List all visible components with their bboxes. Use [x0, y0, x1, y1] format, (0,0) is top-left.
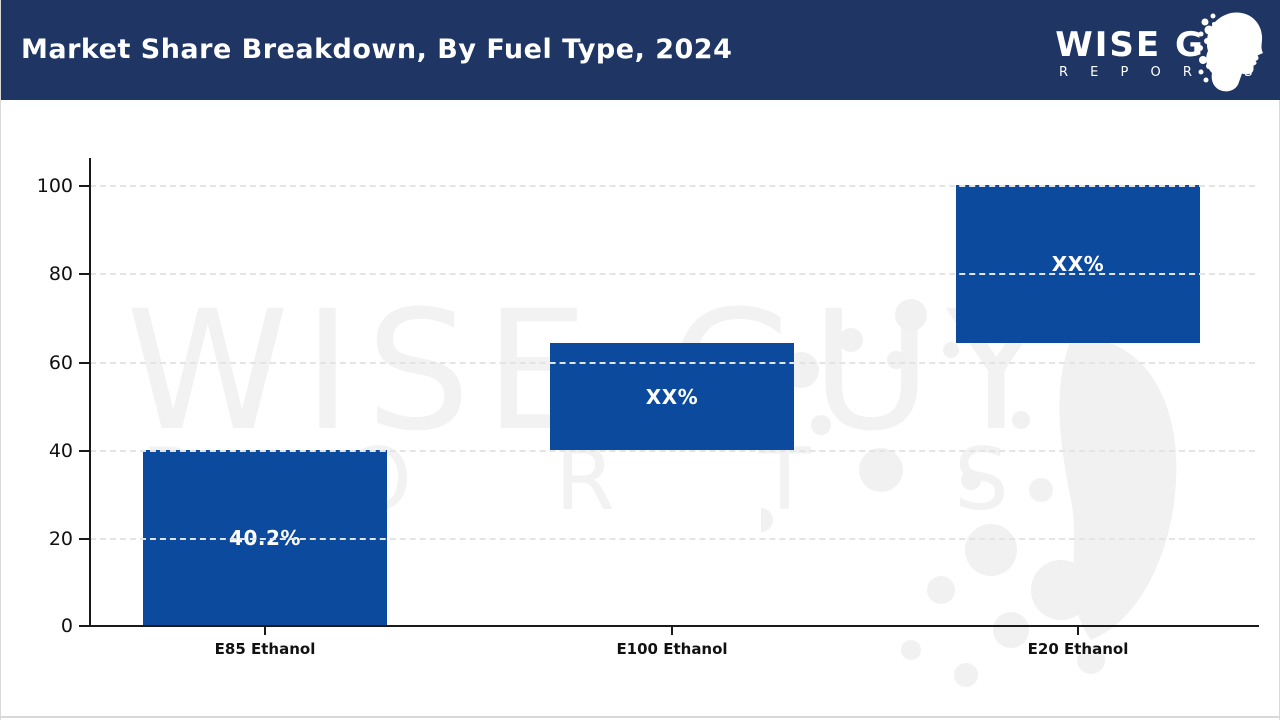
y-tick — [79, 538, 89, 540]
y-tick-label: 0 — [60, 615, 73, 637]
brand-subtitle: R E P O R T S — [1059, 65, 1262, 80]
x-axis — [89, 625, 1259, 627]
brand-logo: WISE GUY R E P O R T S — [1027, 6, 1267, 94]
y-tick-label: 40 — [48, 440, 73, 462]
y-tick — [79, 362, 89, 364]
bottom-border — [1, 716, 1279, 718]
y-tick — [79, 625, 89, 627]
brand-face-icon — [1197, 12, 1263, 92]
page-title: Market Share Breakdown, By Fuel Type, 20… — [21, 34, 733, 65]
gridline-60 — [90, 362, 1255, 364]
gridline-40 — [90, 450, 1255, 452]
bar-value-label: XX% — [645, 384, 699, 409]
bar-e100-ethanol: XX% — [550, 343, 794, 450]
gridline-80 — [90, 273, 1255, 275]
y-tick-label: 20 — [48, 528, 73, 550]
gridline-100 — [90, 185, 1255, 187]
x-tick — [1077, 627, 1079, 635]
y-tick — [79, 273, 89, 275]
y-tick-label: 100 — [36, 175, 73, 197]
y-axis — [89, 158, 91, 627]
category-label-e85: E85 Ethanol — [214, 640, 316, 658]
bar-value-label: XX% — [1051, 252, 1105, 276]
category-label-e20: E20 Ethanol — [1027, 640, 1129, 658]
x-tick — [671, 627, 673, 635]
x-tick — [264, 627, 266, 635]
chart-plot-area: WISE GUY R O R T S 40.2% XX% — [1, 100, 1280, 716]
gridline-20 — [90, 538, 1255, 540]
y-tick — [79, 450, 89, 452]
category-label-e100: E100 Ethanol — [616, 640, 728, 658]
bar-e20-ethanol: XX% — [956, 185, 1200, 343]
y-tick-label: 80 — [48, 263, 73, 285]
y-tick — [79, 185, 89, 187]
header: Market Share Breakdown, By Fuel Type, 20… — [1, 0, 1280, 100]
bar-e85-ethanol: 40.2% — [143, 450, 387, 625]
bar-value-label: 40.2% — [229, 525, 301, 550]
y-tick-label: 60 — [48, 352, 73, 374]
